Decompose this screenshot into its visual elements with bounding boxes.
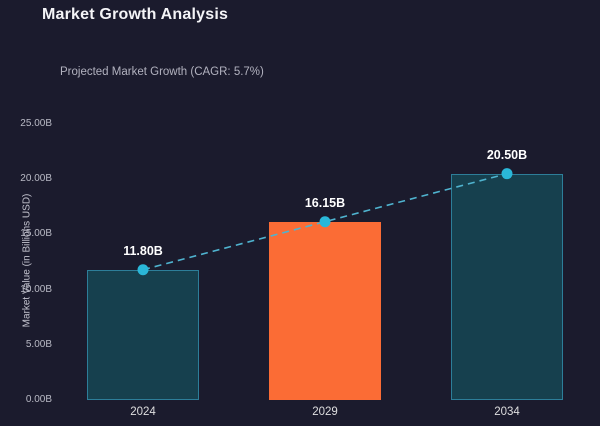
y-axis-tick-label: 5.00B (25, 338, 52, 350)
bar-value-label: 16.15B (304, 195, 346, 210)
bar-value-label: 20.50B (486, 147, 528, 162)
chart-subtitle: Projected Market Growth (CAGR: 5.7%) (60, 66, 264, 78)
bar-2034 (451, 173, 563, 400)
y-axis-tick-label: 0.00B (25, 394, 52, 405)
y-axis-tick-label: 25.00B (20, 118, 52, 129)
y-axis-tick-label: 10.00B (20, 283, 52, 295)
bar-2024 (87, 269, 199, 400)
bar-value-label: 11.80B (123, 243, 163, 258)
y-axis-label: Market Value (in Billions USD) (21, 193, 33, 328)
x-axis-tick-label: 2034 (494, 406, 520, 418)
bar-2029 (269, 221, 381, 400)
chart-title: Market Growth Analysis (42, 6, 229, 23)
plot-area (52, 124, 598, 400)
y-axis-tick-label: 20.00B (20, 173, 52, 185)
x-axis-tick-label: 2029 (312, 406, 338, 418)
x-axis-tick-label: 2024 (130, 406, 156, 418)
y-axis-tick-label: 15.00B (20, 228, 52, 240)
